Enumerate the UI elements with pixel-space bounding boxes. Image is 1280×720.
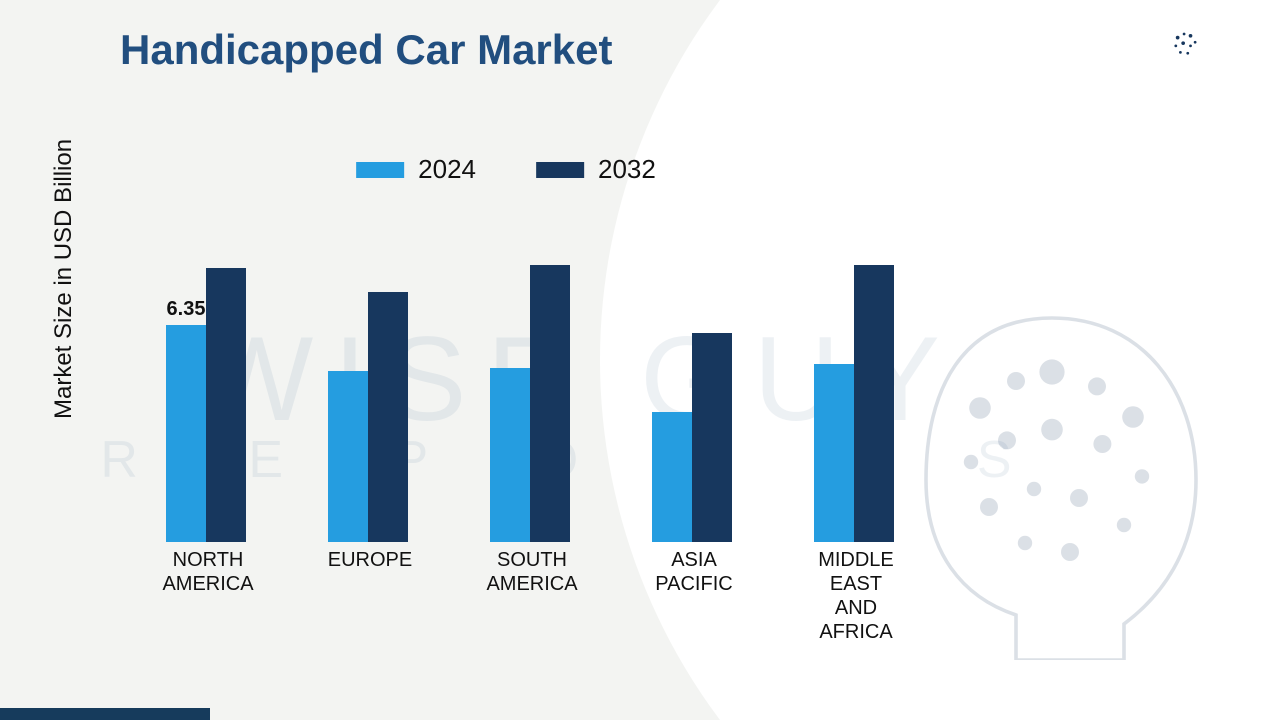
legend-swatch-2032	[536, 162, 584, 178]
bar-2024	[490, 368, 530, 542]
category-label: SOUTHAMERICA	[457, 548, 607, 596]
chart-title: Handicapped Car Market	[120, 26, 612, 74]
bar-group	[634, 200, 754, 542]
bar-2024	[166, 325, 206, 542]
category-label: EUROPE	[295, 548, 445, 572]
bar-group	[472, 200, 592, 542]
legend-item-2024: 2024	[356, 154, 476, 185]
bar-group	[796, 200, 916, 542]
bar-group: 6.35	[148, 200, 268, 542]
brand-head-icon	[1162, 22, 1208, 68]
category-label: ASIAPACIFIC	[619, 548, 769, 596]
brand-main-text: WISE GUY	[942, 22, 1147, 64]
category-label: MIDDLEEASTANDAFRICA	[781, 548, 931, 644]
legend-item-2032: 2032	[536, 154, 656, 185]
bar-2032	[368, 292, 408, 542]
bottom-accent-bar	[0, 708, 210, 720]
brand-logo: WISE GUY R E P O R T S	[942, 22, 1240, 85]
bar-2024	[814, 364, 854, 542]
brand-sub-text: R E P O R T S	[942, 64, 1240, 85]
y-axis-label: Market Size in USD Billion	[50, 139, 78, 419]
bar-chart: Market Size in USD Billion 2024 2032 6.3…	[56, 160, 956, 630]
legend-swatch-2024	[356, 162, 404, 178]
bar-2032	[530, 265, 570, 542]
bar-2032	[692, 333, 732, 542]
legend-label-2032: 2032	[598, 154, 656, 185]
bar-2032	[854, 265, 894, 542]
bar-group	[310, 200, 430, 542]
stage: WISE GUY R E P O R T S Handicapped Car M…	[0, 0, 1280, 720]
category-label: NORTHAMERICA	[133, 548, 283, 596]
bar-2024	[328, 371, 368, 542]
plot-area: 6.35	[148, 200, 956, 542]
legend-label-2024: 2024	[418, 154, 476, 185]
value-label: 6.35	[156, 298, 216, 321]
category-axis: NORTHAMERICAEUROPESOUTHAMERICAASIAPACIFI…	[148, 542, 956, 630]
legend: 2024 2032	[356, 154, 656, 185]
bar-2024	[652, 412, 692, 542]
